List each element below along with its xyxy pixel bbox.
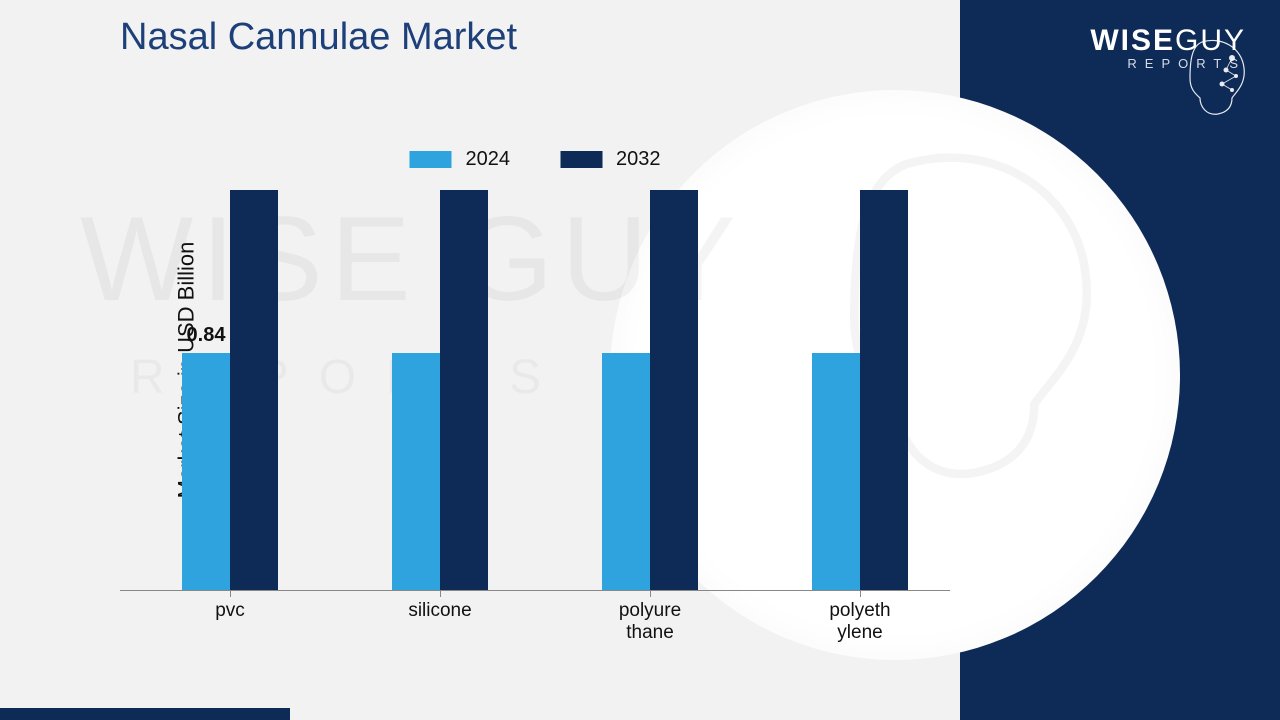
x-tick [230,590,231,597]
head-profile-icon [1182,36,1252,116]
x-axis [120,590,950,591]
legend-label-2024: 2024 [466,148,511,171]
legend-item-2024: 2024 [410,148,511,171]
legend-label-2032: 2032 [616,148,661,171]
x-label: pvc [170,600,290,622]
bar-value-label: 0.84 [187,324,226,347]
x-label: polyethylene [800,600,920,644]
logo-line1-a: WISE [1090,24,1175,57]
x-tick [440,590,441,597]
bar [860,190,908,590]
legend: 2024 2032 [410,148,661,171]
x-label: polyurethane [590,600,710,644]
legend-swatch-2024 [410,151,452,168]
bar [812,353,860,590]
bar [602,353,650,590]
bar [230,190,278,590]
page-title: Nasal Cannulae Market [120,16,517,59]
x-tick [860,590,861,597]
brand-logo: WISEGUY REPORTS [1090,24,1246,71]
bar [392,353,440,590]
x-label: silicone [380,600,500,622]
chart-area: 2024 2032 pvcsiliconepolyurethanepolyeth… [120,190,950,590]
x-tick [650,590,651,597]
legend-item-2032: 2032 [560,148,661,171]
legend-swatch-2032 [560,151,602,168]
bar [650,190,698,590]
bar [440,190,488,590]
bar [182,353,230,590]
footer-accent-bar [0,708,290,720]
